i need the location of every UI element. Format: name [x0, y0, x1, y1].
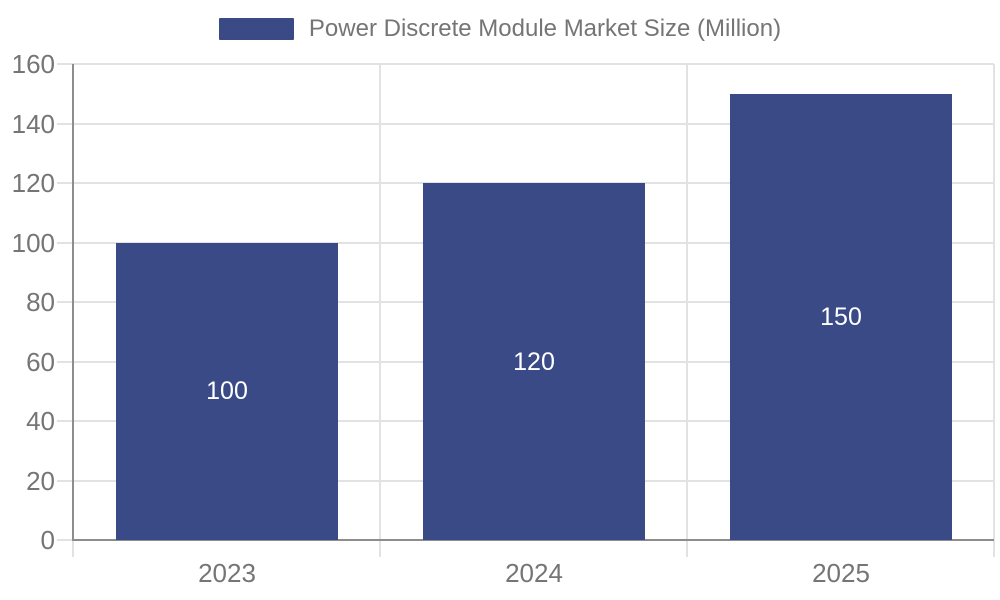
y-tick-label: 40: [26, 406, 55, 436]
bar-value-label: 100: [206, 377, 248, 405]
y-tick-label: 120: [11, 168, 55, 198]
x-tick-mark: [379, 540, 381, 557]
gridline-vertical: [993, 64, 995, 540]
y-tick-mark: [57, 63, 73, 65]
gridline-vertical: [686, 64, 688, 540]
y-tick-label: 60: [26, 346, 55, 377]
gridline-horizontal: [73, 122, 994, 125]
legend-label: Power Discrete Module Market Size (Milli…: [308, 15, 782, 42]
y-tick-mark: [57, 241, 73, 244]
x-tick-mark: [686, 540, 688, 557]
y-tick-label: 100: [11, 227, 55, 258]
y-tick-mark: [57, 122, 73, 125]
y-tick-mark: [57, 539, 73, 541]
y-tick-label: 0: [40, 525, 55, 555]
gridline-vertical: [379, 64, 381, 540]
y-tick-mark: [57, 360, 73, 363]
y-tick-label: 160: [11, 49, 55, 79]
y-tick-label: 140: [11, 108, 55, 139]
x-axis-line: [72, 539, 994, 541]
y-tick-mark: [57, 420, 73, 422]
y-tick-label: 80: [26, 287, 55, 317]
y-axis-line: [72, 64, 74, 541]
x-tick-label: 2025: [812, 558, 870, 588]
bar-2023[interactable]: [116, 242, 338, 540]
bar-value-label: 150: [820, 303, 862, 331]
x-tick-label: 2024: [505, 558, 563, 588]
bar-2025[interactable]: [730, 93, 952, 541]
y-tick-mark: [57, 301, 73, 303]
gridline-horizontal: [73, 63, 994, 65]
bar-value-label: 120: [513, 348, 555, 376]
y-tick-mark: [57, 479, 73, 482]
x-tick-label: 2023: [198, 558, 256, 588]
legend-swatch-icon: [218, 18, 294, 40]
x-tick-mark: [993, 540, 995, 557]
legend[interactable]: Power Discrete Module Market Size (Milli…: [0, 12, 1000, 46]
bar-2024[interactable]: [423, 183, 645, 540]
x-tick-mark: [72, 540, 74, 557]
y-tick-mark: [57, 182, 73, 184]
y-tick-label: 20: [26, 465, 55, 496]
